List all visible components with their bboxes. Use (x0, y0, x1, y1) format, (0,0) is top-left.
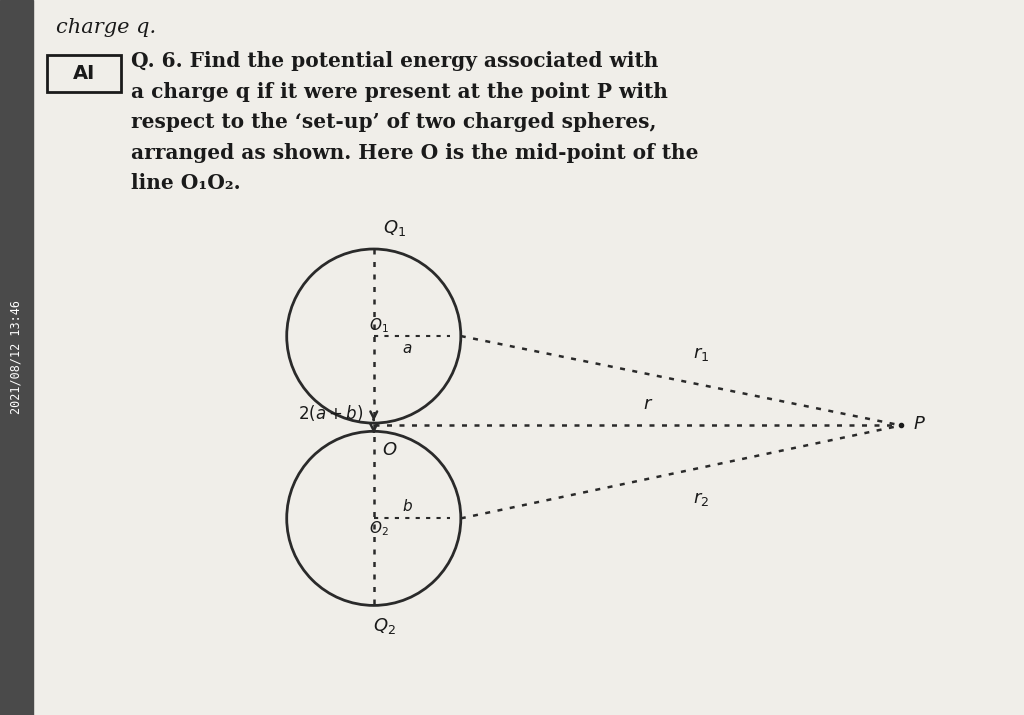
Text: $r$: $r$ (642, 395, 653, 413)
Text: 2021/08/12 13:46: 2021/08/12 13:46 (10, 300, 23, 415)
Text: $Q_2$: $Q_2$ (373, 616, 395, 636)
Text: respect to the ‘set-up’ of two charged spheres,: respect to the ‘set-up’ of two charged s… (131, 112, 656, 132)
Text: $r_1$: $r_1$ (693, 345, 710, 363)
Text: $O_1$: $O_1$ (369, 316, 389, 335)
Text: line O₁O₂.: line O₁O₂. (131, 173, 241, 193)
Text: $P$: $P$ (913, 415, 927, 433)
Text: arranged as shown. Here O is the mid-point of the: arranged as shown. Here O is the mid-poi… (131, 143, 698, 163)
Text: a charge q if it were present at the point P with: a charge q if it were present at the poi… (131, 82, 668, 102)
Text: $2(a+b)$: $2(a+b)$ (298, 403, 364, 423)
Text: $b$: $b$ (402, 498, 414, 513)
Text: charge q.: charge q. (56, 18, 157, 37)
Text: $O$: $O$ (382, 441, 397, 459)
Text: Q. 6. Find the potential energy associated with: Q. 6. Find the potential energy associat… (131, 51, 658, 72)
Text: $O_2$: $O_2$ (369, 520, 389, 538)
Text: AI: AI (73, 64, 95, 83)
Text: $Q_1$: $Q_1$ (383, 218, 406, 238)
Text: $a$: $a$ (402, 342, 413, 356)
Bar (0, 0, 33, 715)
FancyBboxPatch shape (47, 55, 121, 92)
Text: $r_2$: $r_2$ (693, 490, 710, 508)
